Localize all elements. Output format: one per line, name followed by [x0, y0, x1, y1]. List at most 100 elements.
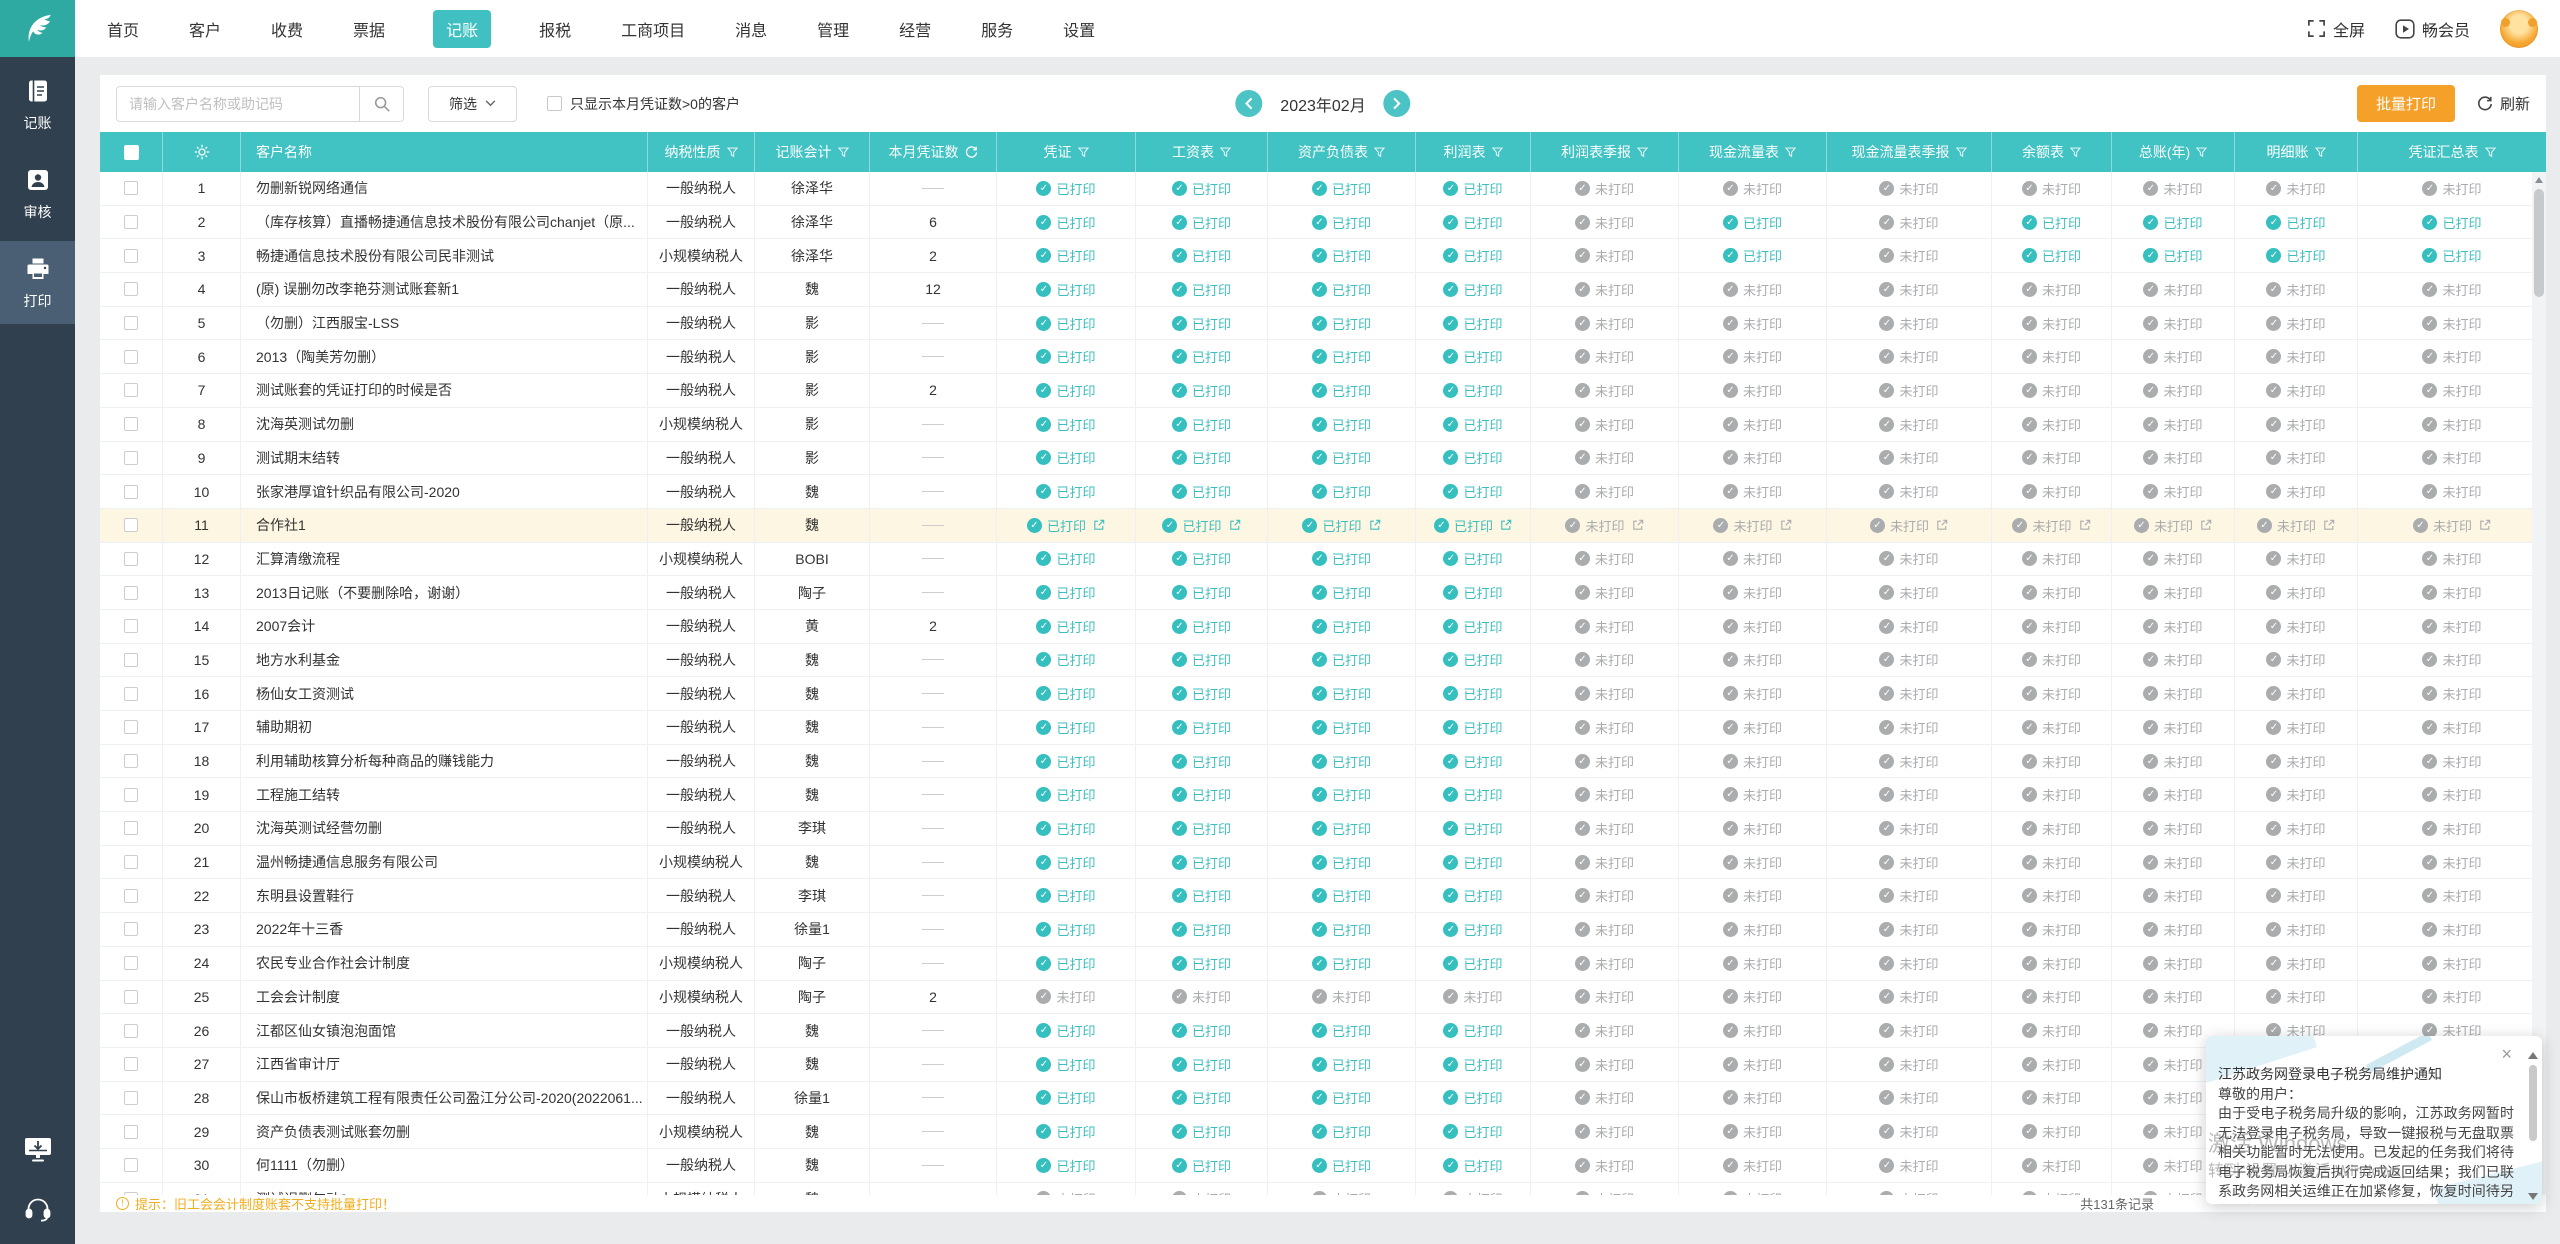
- print-status-badge[interactable]: ✓未打印: [1722, 1122, 1782, 1141]
- print-status-badge[interactable]: ✓未打印: [2143, 617, 2203, 636]
- print-status-badge[interactable]: ✓未打印: [2021, 482, 2081, 501]
- print-status-badge[interactable]: ✓未打印: [2021, 1156, 2081, 1175]
- print-status-badge[interactable]: ✓ 已打印: [1443, 314, 1503, 333]
- filter-icon[interactable]: [1491, 147, 1503, 158]
- customer-name-cell[interactable]: (原) 误删勿改李艳芬测试账套新1: [241, 273, 648, 306]
- print-status-badge[interactable]: ✓未打印: [2266, 650, 2326, 669]
- print-status-badge[interactable]: ✓ 已打印: [1443, 246, 1503, 265]
- print-status-badge[interactable]: ✓未打印: [2412, 516, 2491, 535]
- nav-item-settings[interactable]: 设置: [1063, 22, 1096, 40]
- row-checkbox[interactable]: [124, 855, 138, 870]
- print-status-badge[interactable]: ✓未打印: [1574, 886, 1634, 905]
- print-status-badge[interactable]: ✓未打印: [2143, 785, 2203, 804]
- print-status-badge[interactable]: ✓未打印: [2266, 954, 2326, 973]
- print-status-badge[interactable]: ✓ 已打印: [1311, 314, 1371, 333]
- filter-icon[interactable]: [1220, 147, 1231, 158]
- print-status-badge[interactable]: ✓未打印: [1722, 1156, 1782, 1175]
- filter-icon[interactable]: [1785, 147, 1796, 158]
- print-status-badge[interactable]: ✓ 已打印: [2143, 246, 2203, 265]
- external-link-icon[interactable]: [2198, 519, 2212, 531]
- print-status-badge[interactable]: ✓未打印: [1311, 987, 1371, 1006]
- print-status-badge[interactable]: ✓未打印: [1722, 448, 1782, 467]
- row-checkbox[interactable]: [124, 754, 138, 769]
- print-status-badge[interactable]: ✓未打印: [1574, 381, 1634, 400]
- print-status-badge[interactable]: ✓未打印: [1879, 448, 1939, 467]
- print-status-badge[interactable]: ✓ 已打印: [1443, 920, 1503, 939]
- scrollbar-thumb[interactable]: [2534, 189, 2544, 297]
- print-status-badge[interactable]: ✓ 已打印: [1443, 347, 1503, 366]
- print-status-badge[interactable]: ✓ 已打印: [1036, 482, 1096, 501]
- print-status-badge[interactable]: ✓未打印: [1574, 819, 1634, 838]
- print-status-badge[interactable]: ✓未打印: [2266, 718, 2326, 737]
- print-status-badge[interactable]: ✓ 已打印: [1722, 246, 1782, 265]
- print-status-badge[interactable]: ✓未打印: [2021, 448, 2081, 467]
- print-status-badge[interactable]: ✓未打印: [1879, 347, 1939, 366]
- header-cell-accountant[interactable]: 记账会计: [755, 132, 870, 172]
- print-status-badge[interactable]: ✓未打印: [2256, 516, 2335, 535]
- print-status-badge[interactable]: ✓ 已打印: [1036, 684, 1096, 703]
- print-status-badge[interactable]: ✓ 已打印: [1311, 886, 1371, 905]
- print-status-badge[interactable]: ✓未打印: [1879, 987, 1939, 1006]
- print-status-badge[interactable]: ✓ 已打印: [1443, 785, 1503, 804]
- print-status-badge[interactable]: ✓ 已打印: [1443, 718, 1503, 737]
- print-status-badge[interactable]: ✓未打印: [2143, 179, 2203, 198]
- print-status-badge[interactable]: ✓ 已打印: [1171, 853, 1231, 872]
- print-status-badge[interactable]: ✓未打印: [2021, 752, 2081, 771]
- voucher-filter-checkbox[interactable]: [547, 96, 562, 111]
- print-status-badge[interactable]: ✓未打印: [1574, 347, 1634, 366]
- print-status-badge[interactable]: ✓ 已打印: [1036, 617, 1096, 636]
- header-cell-cash-flow-quarterly[interactable]: 现金流量表季报: [1827, 132, 1992, 172]
- print-status-badge[interactable]: ✓未打印: [1574, 853, 1634, 872]
- period-label[interactable]: 2023年02月: [1280, 97, 1366, 115]
- print-status-badge[interactable]: ✓未打印: [2143, 381, 2203, 400]
- print-status-badge[interactable]: ✓ 已打印: [1443, 954, 1503, 973]
- row-checkbox[interactable]: [124, 1158, 138, 1173]
- print-status-badge[interactable]: ✓ 已打印: [1311, 381, 1371, 400]
- external-link-icon[interactable]: [1091, 519, 1105, 531]
- print-status-badge[interactable]: ✓ 已打印: [1171, 482, 1231, 501]
- print-status-badge[interactable]: ✓未打印: [1574, 1021, 1634, 1040]
- print-status-badge[interactable]: ✓ 已打印: [1171, 718, 1231, 737]
- print-status-badge[interactable]: ✓未打印: [2266, 179, 2326, 198]
- print-status-badge[interactable]: ✓未打印: [1722, 1189, 1782, 1195]
- print-status-badge[interactable]: ✓ 已打印: [1036, 853, 1096, 872]
- print-status-badge[interactable]: ✓ 已打印: [1036, 650, 1096, 669]
- print-status-badge[interactable]: ✓ 已打印: [1722, 213, 1782, 232]
- print-status-badge[interactable]: ✓ 已打印: [1171, 886, 1231, 905]
- print-status-badge[interactable]: ✓未打印: [1879, 886, 1939, 905]
- print-status-badge[interactable]: ✓未打印: [2021, 785, 2081, 804]
- nav-item-admin[interactable]: 管理: [817, 22, 850, 40]
- row-checkbox[interactable]: [124, 181, 138, 196]
- print-status-badge[interactable]: ✓未打印: [1574, 785, 1634, 804]
- print-status-badge[interactable]: ✓ 已打印: [1443, 853, 1503, 872]
- print-status-badge[interactable]: ✓未打印: [2422, 954, 2482, 973]
- customer-name-cell[interactable]: 2007会计: [241, 609, 648, 643]
- print-status-badge[interactable]: ✓未打印: [2021, 381, 2081, 400]
- print-status-badge[interactable]: ✓ 已打印: [1311, 246, 1371, 265]
- print-status-badge[interactable]: ✓未打印: [2143, 684, 2203, 703]
- customer-name-cell[interactable]: （库存核算）直播畅捷通信息技术股份有限公司chanjet（原...: [241, 205, 648, 239]
- print-status-badge[interactable]: ✓ 已打印: [1036, 886, 1096, 905]
- customer-name-cell[interactable]: 何1111（勿删）: [241, 1148, 648, 1182]
- print-status-badge[interactable]: ✓未打印: [1879, 853, 1939, 872]
- row-checkbox[interactable]: [124, 1023, 138, 1038]
- print-status-badge[interactable]: ✓ 已打印: [1171, 1122, 1231, 1141]
- print-status-badge[interactable]: ✓未打印: [1722, 954, 1782, 973]
- print-status-badge[interactable]: ✓未打印: [1722, 752, 1782, 771]
- print-status-badge[interactable]: ✓未打印: [1722, 482, 1782, 501]
- print-status-badge[interactable]: ✓ 已打印: [1171, 246, 1231, 265]
- print-status-badge[interactable]: ✓未打印: [1574, 1189, 1634, 1195]
- external-link-icon[interactable]: [1934, 519, 1948, 531]
- print-status-badge[interactable]: ✓未打印: [2266, 347, 2326, 366]
- print-status-badge[interactable]: ✓未打印: [2143, 987, 2203, 1006]
- customer-name-cell[interactable]: 杨仙女工资测试: [241, 677, 648, 710]
- nav-item-tax[interactable]: 报税: [539, 22, 572, 40]
- print-status-badge[interactable]: ✓未打印: [2422, 617, 2482, 636]
- nav-item-bookkeeping[interactable]: 记账: [433, 9, 492, 48]
- print-status-badge[interactable]: ✓未打印: [1879, 314, 1939, 333]
- header-cell-cash-flow[interactable]: 现金流量表: [1679, 132, 1827, 172]
- print-status-badge[interactable]: ✓ 已打印: [1171, 583, 1231, 602]
- print-status-badge[interactable]: ✓未打印: [2021, 886, 2081, 905]
- print-status-badge[interactable]: ✓ 已打印: [1311, 179, 1371, 198]
- print-status-badge[interactable]: ✓未打印: [1722, 415, 1782, 434]
